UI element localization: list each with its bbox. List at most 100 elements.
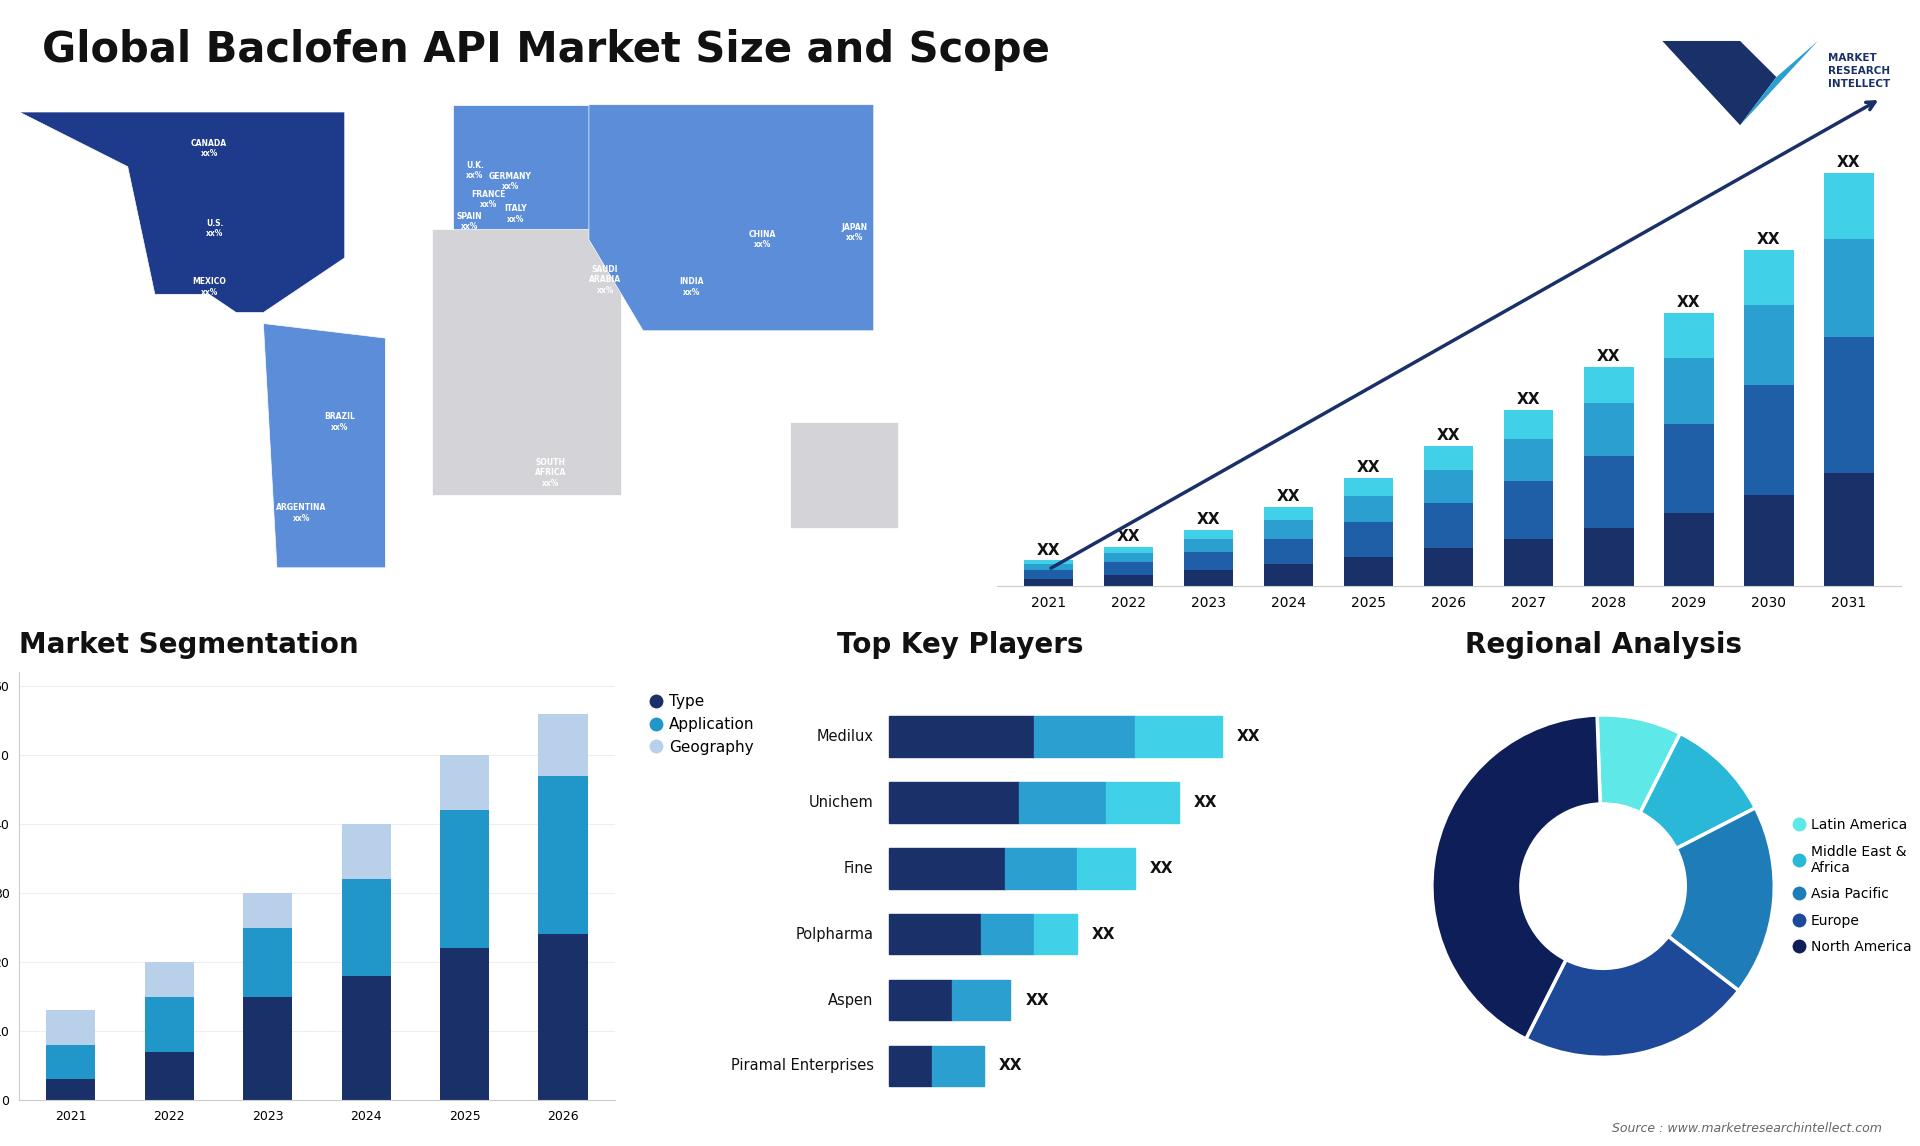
Bar — [46, 1011, 96, 1045]
Bar — [1503, 539, 1553, 586]
Bar — [889, 980, 952, 1020]
Text: XX: XX — [1117, 529, 1140, 544]
Polygon shape — [589, 104, 874, 331]
Bar — [1425, 503, 1473, 548]
Bar — [1106, 782, 1179, 823]
Text: XX: XX — [1037, 542, 1060, 557]
Text: BRAZIL
xx%: BRAZIL xx% — [324, 413, 355, 432]
Text: XX: XX — [1025, 992, 1048, 1007]
Bar — [1263, 539, 1313, 564]
Bar — [1077, 848, 1135, 888]
Bar — [440, 810, 490, 948]
Text: U.S.
xx%: U.S. xx% — [205, 219, 223, 238]
Bar — [1033, 913, 1077, 955]
Bar — [1344, 521, 1394, 557]
Text: XX: XX — [1757, 231, 1780, 246]
Bar — [1665, 424, 1713, 513]
Bar — [889, 716, 1033, 756]
Bar — [144, 997, 194, 1052]
Text: Medilux: Medilux — [816, 729, 874, 744]
Bar — [1185, 570, 1233, 586]
Bar — [1824, 472, 1874, 586]
Bar — [1023, 570, 1073, 579]
Title: Regional Analysis: Regional Analysis — [1465, 630, 1741, 659]
Text: JAPAN
xx%: JAPAN xx% — [841, 222, 868, 242]
Text: XX: XX — [1837, 155, 1860, 170]
Bar — [244, 927, 292, 997]
Text: XX: XX — [1436, 429, 1461, 444]
Text: Source : www.marketresearchintellect.com: Source : www.marketresearchintellect.com — [1611, 1122, 1882, 1135]
Text: Fine: Fine — [845, 861, 874, 876]
Bar — [1503, 439, 1553, 481]
Text: XX: XX — [1150, 861, 1173, 876]
Legend: Latin America, Middle East &
Africa, Asia Pacific, Europe, North America: Latin America, Middle East & Africa, Asi… — [1789, 813, 1916, 960]
Bar — [1503, 410, 1553, 439]
Bar — [1743, 495, 1793, 586]
Bar — [1584, 456, 1634, 527]
Bar — [1104, 562, 1154, 575]
Text: XX: XX — [1196, 512, 1221, 527]
Bar — [1263, 564, 1313, 586]
Text: CHINA
xx%: CHINA xx% — [749, 230, 776, 250]
Bar — [1263, 507, 1313, 520]
Text: MEXICO
xx%: MEXICO xx% — [192, 277, 227, 297]
Bar — [1020, 782, 1106, 823]
Bar — [1824, 238, 1874, 337]
Text: Unichem: Unichem — [808, 795, 874, 810]
Text: Piramal Enterprises: Piramal Enterprises — [732, 1059, 874, 1074]
Bar — [1665, 358, 1713, 424]
Bar — [1425, 548, 1473, 586]
Text: U.K.
xx%: U.K. xx% — [467, 160, 484, 180]
Text: XX: XX — [1597, 348, 1620, 363]
Bar — [1033, 716, 1135, 756]
Text: XX: XX — [1676, 295, 1701, 309]
Bar — [440, 755, 490, 810]
Bar — [1425, 470, 1473, 503]
Bar — [538, 776, 588, 934]
Bar — [889, 1045, 931, 1086]
Wedge shape — [1668, 808, 1774, 990]
Bar — [1665, 313, 1713, 358]
Bar — [952, 980, 1010, 1020]
Text: SAUDI
ARABIA
xx%: SAUDI ARABIA xx% — [589, 265, 622, 295]
Text: SOUTH
AFRICA
xx%: SOUTH AFRICA xx% — [536, 458, 566, 488]
Bar — [1824, 337, 1874, 472]
Bar — [244, 997, 292, 1100]
Text: XX: XX — [998, 1059, 1023, 1074]
Bar — [1023, 579, 1073, 586]
Text: XX: XX — [1236, 729, 1260, 744]
Wedge shape — [1597, 715, 1680, 813]
Bar — [1023, 564, 1073, 570]
Bar — [889, 782, 1020, 823]
Text: XX: XX — [1357, 460, 1380, 474]
Polygon shape — [263, 323, 386, 567]
Bar — [342, 976, 392, 1100]
Bar — [1185, 551, 1233, 570]
Text: XX: XX — [1277, 489, 1300, 504]
Text: XX: XX — [1194, 795, 1217, 810]
Bar — [931, 1045, 985, 1086]
Bar — [1104, 554, 1154, 562]
Bar — [538, 714, 588, 776]
Polygon shape — [432, 229, 622, 495]
Polygon shape — [789, 422, 899, 527]
Text: ARGENTINA
xx%: ARGENTINA xx% — [276, 503, 326, 523]
Polygon shape — [1663, 41, 1776, 125]
Legend: Type, Application, Geography: Type, Application, Geography — [647, 689, 760, 761]
Bar — [1344, 557, 1394, 586]
Bar — [1344, 478, 1394, 496]
Text: MARKET
RESEARCH
INTELLECT: MARKET RESEARCH INTELLECT — [1828, 53, 1891, 89]
Text: SPAIN
xx%: SPAIN xx% — [457, 212, 482, 231]
Polygon shape — [453, 104, 589, 240]
Bar — [1743, 305, 1793, 385]
Text: Aspen: Aspen — [828, 992, 874, 1007]
Bar — [1185, 529, 1233, 539]
Title: Top Key Players: Top Key Players — [837, 630, 1083, 659]
Wedge shape — [1526, 936, 1740, 1058]
Bar — [144, 1052, 194, 1100]
Polygon shape — [1740, 41, 1818, 125]
Wedge shape — [1640, 733, 1755, 848]
Bar — [1263, 520, 1313, 539]
Bar — [342, 824, 392, 879]
Bar — [46, 1080, 96, 1100]
